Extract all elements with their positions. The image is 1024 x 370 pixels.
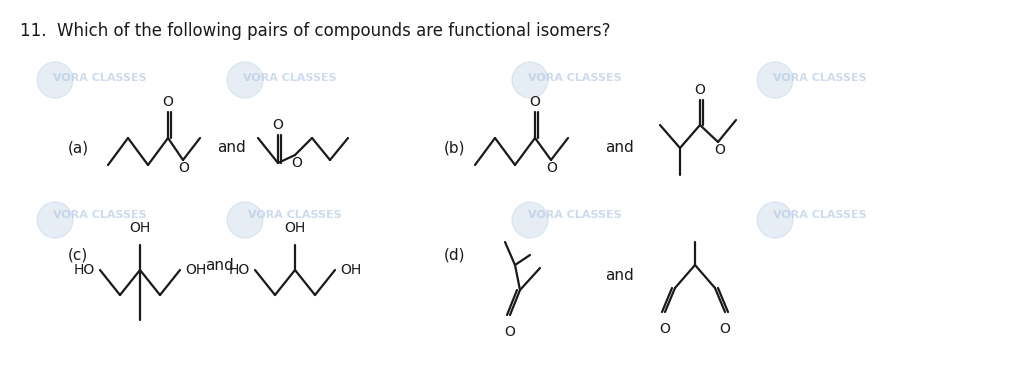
Circle shape	[757, 202, 793, 238]
Text: and: and	[605, 268, 635, 283]
Text: O: O	[547, 161, 557, 175]
Text: HO: HO	[74, 263, 95, 277]
Circle shape	[512, 202, 548, 238]
Circle shape	[227, 202, 263, 238]
Text: O: O	[272, 118, 284, 132]
Text: VORA CLASSES: VORA CLASSES	[53, 73, 146, 83]
Text: OH: OH	[185, 263, 206, 277]
Text: and: and	[218, 141, 247, 155]
Text: OH: OH	[285, 221, 305, 235]
Text: VORA CLASSES: VORA CLASSES	[243, 73, 337, 83]
Circle shape	[37, 202, 73, 238]
Text: and: and	[605, 141, 635, 155]
Text: 11.  Which of the following pairs of compounds are functional isomers?: 11. Which of the following pairs of comp…	[20, 22, 610, 40]
Text: VORA CLASSES: VORA CLASSES	[773, 210, 866, 220]
Text: O: O	[163, 95, 173, 109]
Text: O: O	[529, 95, 541, 109]
Text: (b): (b)	[444, 141, 466, 155]
Text: VORA CLASSES: VORA CLASSES	[528, 210, 622, 220]
Text: (a): (a)	[68, 141, 89, 155]
Text: O: O	[178, 161, 189, 175]
Text: VORA CLASSES: VORA CLASSES	[773, 73, 866, 83]
Circle shape	[37, 62, 73, 98]
Text: O: O	[694, 83, 706, 97]
Text: HO: HO	[228, 263, 250, 277]
Text: VORA CLASSES: VORA CLASSES	[528, 73, 622, 83]
Text: O: O	[292, 156, 302, 170]
Text: VORA CLASSES: VORA CLASSES	[53, 210, 146, 220]
Circle shape	[512, 62, 548, 98]
Text: O: O	[505, 325, 515, 339]
Text: VORA CLASSES: VORA CLASSES	[248, 210, 342, 220]
Text: OH: OH	[129, 221, 151, 235]
Circle shape	[227, 62, 263, 98]
Circle shape	[757, 62, 793, 98]
Text: (d): (d)	[444, 248, 466, 262]
Text: O: O	[659, 322, 671, 336]
Text: (c): (c)	[68, 248, 88, 262]
Text: O: O	[720, 322, 730, 336]
Text: O: O	[715, 143, 725, 157]
Text: OH: OH	[340, 263, 361, 277]
Text: and: and	[206, 258, 234, 272]
